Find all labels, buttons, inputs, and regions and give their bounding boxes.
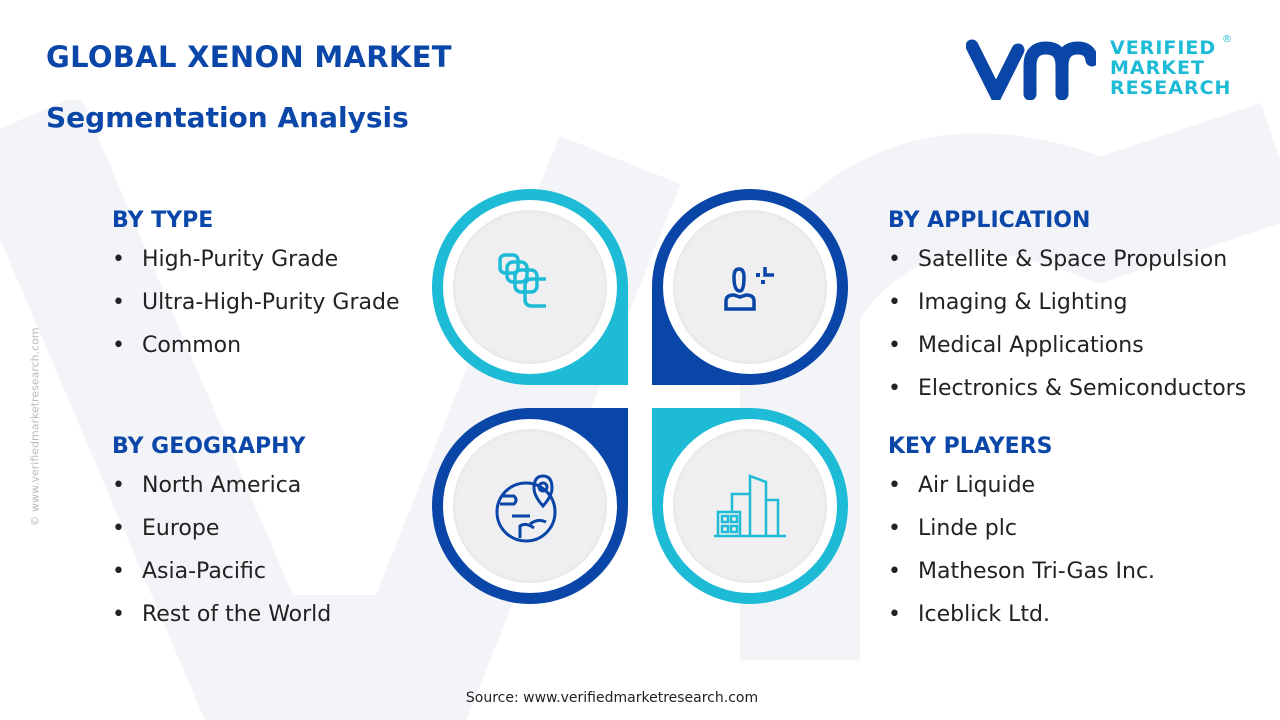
side-watermark: © www.verifiedmarketresearch.com [28,327,42,527]
list-item: Imaging & Lighting [888,290,1246,333]
logo-line2: MARKET [1110,57,1205,79]
logo: VERIFIED MARKET RESEARCH ® [965,34,1232,109]
buildings-icon [714,474,786,538]
page-subtitle: Segmentation Analysis [46,101,409,134]
petal-type [432,189,628,385]
source-footnote: Source: www.verifiedmarketresearch.com [465,690,759,706]
list-item: Ultra-High-Purity Grade [112,290,400,333]
list-item: High-Purity Grade [112,247,400,290]
list-item: Asia-Pacific [112,559,331,602]
section-by-geography: BY GEOGRAPHY North AmericaEuropeAsia-Pac… [112,434,331,645]
list-item: Satellite & Space Propulsion [888,247,1246,290]
section-title: BY TYPE [112,208,214,233]
list-item: Matheson Tri-Gas Inc. [888,559,1155,602]
list-item: Electronics & Semiconductors [888,376,1246,419]
list-item: Medical Applications [888,333,1246,376]
globe-location-icon [495,474,557,543]
vmr-logo-icon [965,39,1099,109]
petal-key-players [652,408,848,604]
petal-application [652,189,848,385]
section-by-type: BY TYPE High-Purity GradeUltra-High-Puri… [112,208,400,376]
list-item: Europe [112,516,331,559]
list-item: Iceblick Ltd. [888,602,1155,645]
list-item: Air Liquide [888,473,1155,516]
layers-icon [498,253,546,308]
list-item: Linde plc [888,516,1155,559]
list-item: Common [112,333,400,376]
page-title: GLOBAL XENON MARKET [46,40,452,74]
list-item: Rest of the World [112,602,331,645]
user-icon [724,267,774,311]
section-by-application: BY APPLICATION Satellite & Space Propuls… [888,208,1246,419]
section-key-players: KEY PLAYERS Air LiquideLinde plcMatheson… [888,434,1155,645]
petal-geography [432,408,628,604]
list-item: North America [112,473,331,516]
section-title: BY APPLICATION [888,208,1091,233]
section-title: BY GEOGRAPHY [112,434,306,459]
section-title: KEY PLAYERS [888,434,1053,459]
logo-line3: RESEARCH [1110,77,1232,99]
registered-mark: ® [1222,34,1232,45]
logo-line1: VERIFIED [1110,37,1217,59]
